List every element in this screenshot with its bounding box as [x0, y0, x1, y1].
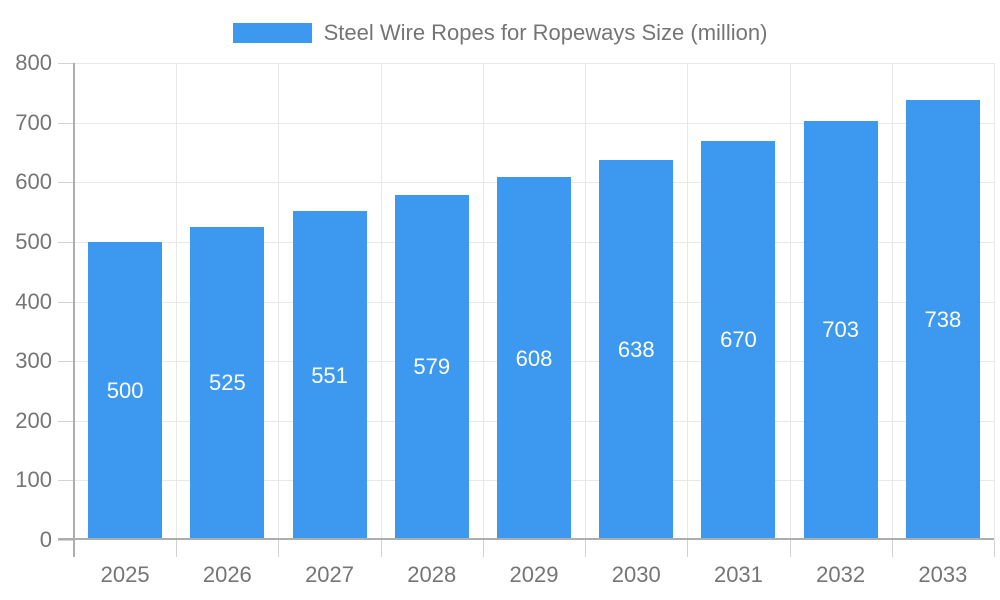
- v-gridline: [482, 63, 484, 540]
- y-axis-label: 600: [15, 169, 52, 195]
- v-gridline: [585, 63, 587, 540]
- v-gridline: [687, 63, 689, 540]
- y-tick: [58, 480, 74, 482]
- v-gridline: [891, 63, 893, 540]
- x-axis-label: 2025: [100, 562, 150, 587]
- bar-value-label: 703: [822, 317, 860, 343]
- bar-2026[interactable]: 525: [190, 226, 265, 540]
- x-tick: [891, 540, 893, 557]
- y-axis-label: 800: [15, 50, 52, 75]
- y-tick: [58, 420, 74, 422]
- bar-2029[interactable]: 608: [497, 177, 571, 540]
- y-tick: [58, 301, 74, 303]
- x-axis-line: [58, 538, 994, 540]
- bar-2031[interactable]: 670: [701, 140, 776, 540]
- bar-value-label: 738: [924, 306, 962, 332]
- x-axis-label: 2030: [611, 562, 661, 587]
- y-axis-label: 0: [39, 527, 52, 552]
- v-gridline: [789, 63, 791, 540]
- x-tick: [380, 540, 382, 557]
- bar-value-label: 525: [208, 370, 246, 396]
- x-tick: [585, 540, 587, 557]
- bar-2030[interactable]: 638: [599, 159, 674, 540]
- x-tick: [278, 540, 280, 557]
- bar-value-label: 500: [106, 377, 144, 403]
- x-axis-label: 2026: [202, 562, 252, 587]
- y-tick: [58, 361, 74, 363]
- x-tick: [482, 540, 484, 557]
- y-axis-label: 200: [15, 407, 52, 433]
- y-axis-label: 700: [15, 109, 52, 135]
- legend-swatch[interactable]: [232, 23, 312, 43]
- legend-label: Steel Wire Ropes for Ropeways Size (mill…: [323, 20, 768, 45]
- bar-value-label: 608: [515, 345, 553, 371]
- y-axis-label: 300: [15, 348, 52, 374]
- y-axis-label: 400: [15, 288, 52, 314]
- bar-2027[interactable]: 551: [292, 211, 367, 540]
- bar-2028[interactable]: 579: [394, 194, 469, 540]
- y-axis-label: 100: [15, 467, 52, 493]
- x-axis-label: 2032: [816, 562, 866, 587]
- x-axis-label: 2029: [509, 562, 559, 587]
- v-gridline: [176, 63, 178, 540]
- x-tick: [176, 540, 178, 557]
- x-axis-label: 2033: [918, 562, 968, 587]
- y-axis-label: 500: [15, 228, 52, 254]
- x-axis-label: 2027: [305, 562, 355, 587]
- v-gridline: [994, 63, 995, 540]
- bar-2032[interactable]: 703: [803, 120, 878, 540]
- y-tick: [58, 540, 74, 541]
- bar-2033[interactable]: 738: [905, 99, 980, 540]
- y-axis-line: [73, 63, 75, 557]
- bar-2025[interactable]: 500: [88, 241, 163, 540]
- y-tick: [58, 241, 74, 243]
- x-tick: [687, 540, 689, 557]
- v-gridline: [380, 63, 382, 540]
- y-tick: [58, 182, 74, 184]
- y-tick: [58, 122, 74, 124]
- plot-area: 0 100 200 300 400 500 600 700 800 2025 500 2026 525 2…: [15, 50, 995, 587]
- x-axis-label: 2031: [713, 562, 763, 587]
- y-tick: [58, 63, 74, 64]
- bar-value-label: 670: [720, 327, 757, 353]
- x-tick: [789, 540, 791, 557]
- bar-value-label: 579: [413, 354, 451, 380]
- h-gridline: [74, 122, 994, 124]
- legend[interactable]: Steel Wire Ropes for Ropeways Size (mill…: [0, 13, 1000, 53]
- v-gridline: [278, 63, 280, 540]
- bar-value-label: 638: [617, 336, 655, 362]
- x-axis-label: 2028: [407, 562, 457, 587]
- h-gridline: [74, 63, 994, 64]
- x-tick: [994, 540, 995, 557]
- bar-value-label: 551: [311, 362, 348, 388]
